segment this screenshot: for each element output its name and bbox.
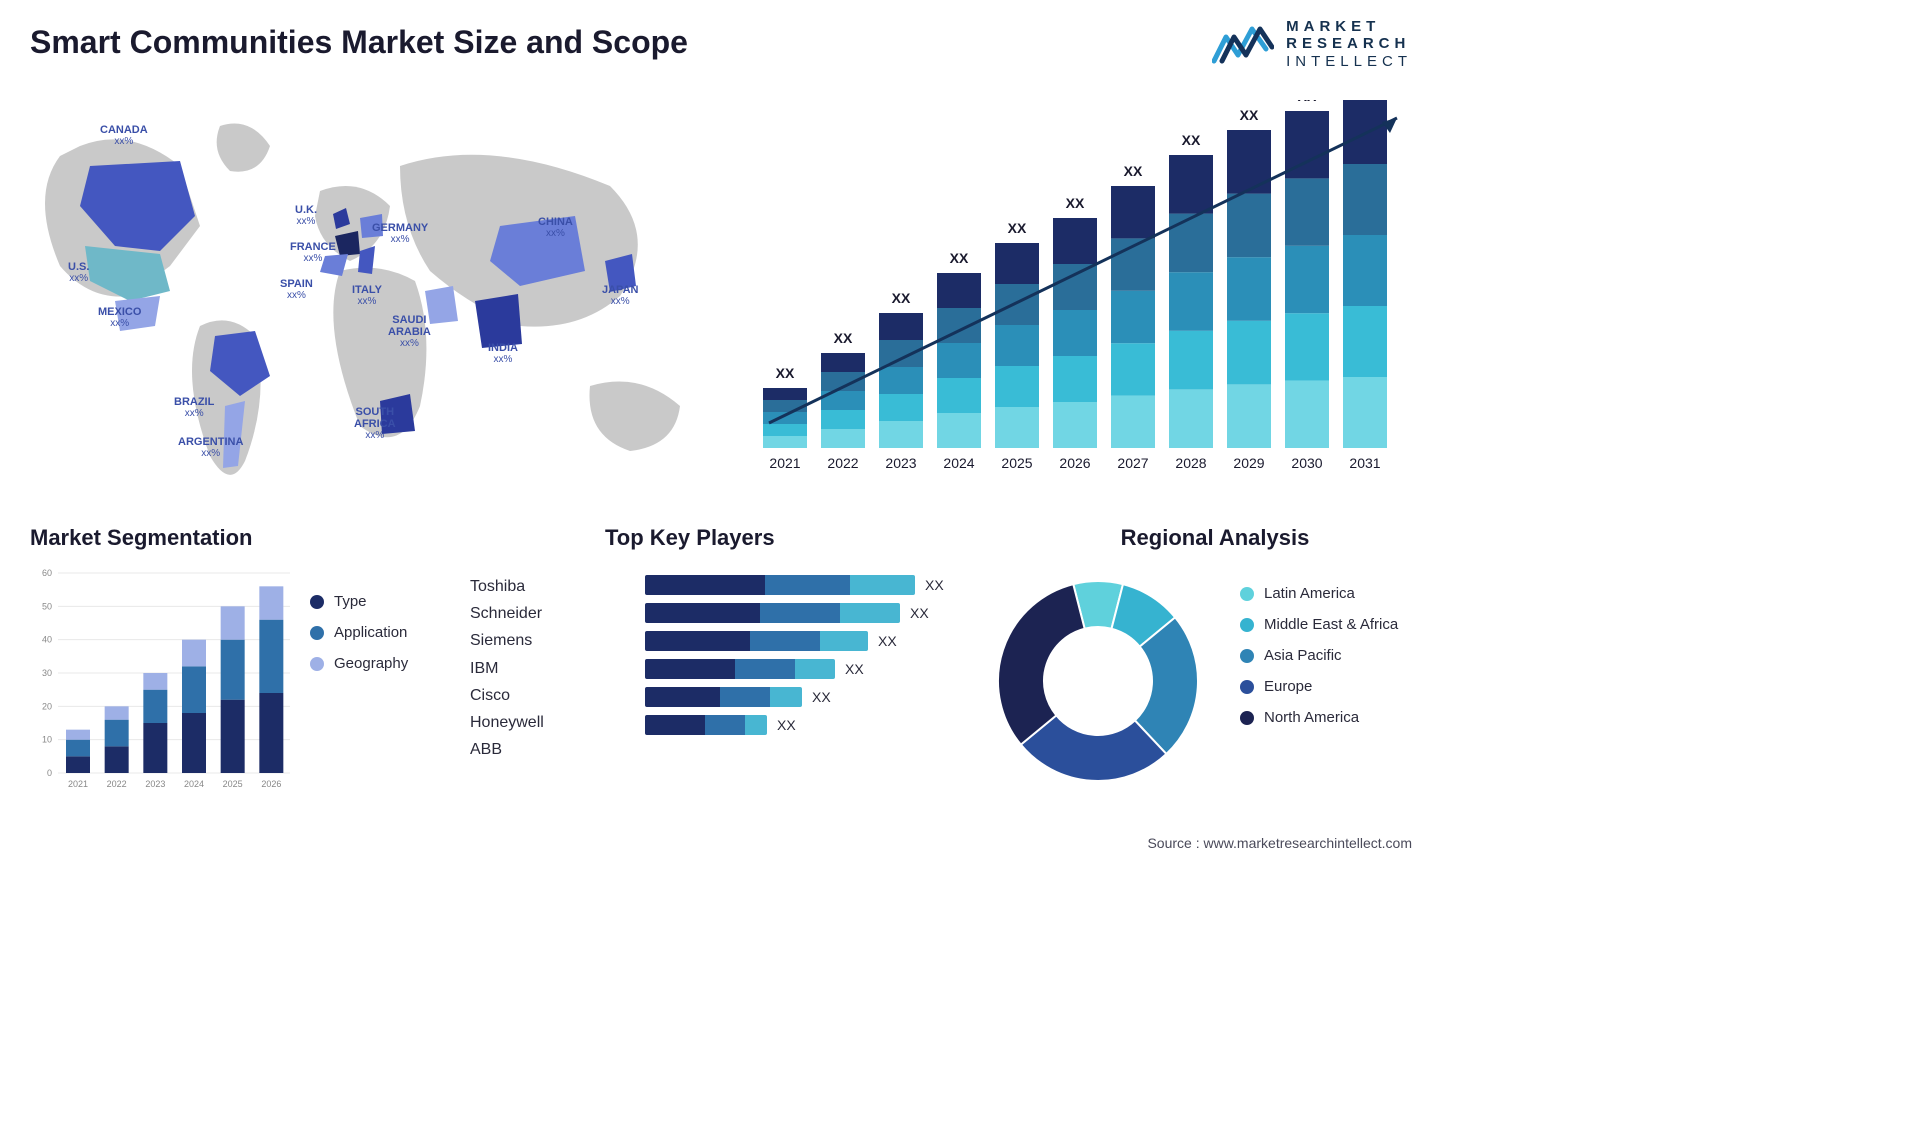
svg-text:XX: XX	[950, 250, 969, 266]
regional-donut	[988, 571, 1208, 791]
player-name: IBM	[470, 655, 544, 682]
logo-text: MARKET RESEARCH INTELLECT	[1286, 18, 1412, 70]
growth-bar-chart: XX 2021 XX 2022 XX 2023 XX 2024 XX 2025 XX 2026 XX 20…	[755, 100, 1415, 480]
keyplayers-heading: Top Key Players	[605, 525, 985, 551]
regional-heading: Regional Analysis	[1000, 525, 1430, 551]
svg-text:2021: 2021	[769, 455, 800, 471]
svg-text:0: 0	[47, 768, 52, 778]
brand-logo: MARKET RESEARCH INTELLECT	[1212, 18, 1412, 70]
svg-text:2022: 2022	[107, 779, 127, 789]
map-label-saudi-arabia: SAUDIARABIAxx%	[388, 314, 431, 349]
player-name: Toshiba	[470, 573, 544, 600]
map-label-south-africa: SOUTHAFRICAxx%	[354, 406, 396, 441]
svg-text:60: 60	[42, 568, 52, 578]
svg-text:2028: 2028	[1175, 455, 1206, 471]
segmentation-legend: Type Application Geography	[310, 593, 408, 686]
map-label-japan: JAPANxx%	[602, 284, 638, 307]
svg-text:2025: 2025	[223, 779, 243, 789]
keyplayers-panel: Top Key Players XX XX XX XX XX XX	[605, 525, 985, 795]
player-name: Schneider	[470, 600, 544, 627]
svg-text:30: 30	[42, 668, 52, 678]
svg-text:2023: 2023	[885, 455, 916, 471]
map-label-u-s-: U.S.xx%	[68, 261, 89, 284]
map-label-canada: CANADAxx%	[100, 124, 148, 147]
map-label-italy: ITALYxx%	[352, 284, 382, 307]
keyplayer-bar: XX	[645, 687, 965, 707]
svg-text:20: 20	[42, 701, 52, 711]
svg-text:2027: 2027	[1117, 455, 1148, 471]
svg-text:2030: 2030	[1291, 455, 1322, 471]
regional-panel: Regional Analysis Latin America Middle Ea…	[1000, 525, 1430, 795]
source-text: Source : www.marketresearchintellect.com	[1147, 835, 1412, 851]
svg-text:XX: XX	[1240, 107, 1259, 123]
legend-item: Application	[310, 624, 408, 641]
map-label-argentina: ARGENTINAxx%	[178, 436, 243, 459]
svg-text:XX: XX	[1066, 195, 1085, 211]
legend-item: Type	[310, 593, 408, 610]
player-name: Cisco	[470, 682, 544, 709]
logo-icon	[1212, 19, 1274, 69]
segmentation-heading: Market Segmentation	[30, 525, 570, 551]
keyplayer-bar: XX	[645, 603, 965, 623]
region-legend-item: North America	[1240, 709, 1398, 726]
region-legend-item: Latin America	[1240, 585, 1398, 602]
svg-text:50: 50	[42, 601, 52, 611]
svg-text:XX: XX	[1298, 100, 1317, 104]
map-label-china: CHINAxx%	[538, 216, 573, 239]
keyplayer-bar: XX	[645, 659, 965, 679]
svg-text:10: 10	[42, 735, 52, 745]
map-label-mexico: MEXICOxx%	[98, 306, 141, 329]
map-label-india: INDIAxx%	[488, 342, 518, 365]
svg-text:2024: 2024	[184, 779, 204, 789]
svg-text:XX: XX	[1124, 163, 1143, 179]
svg-text:2026: 2026	[1059, 455, 1090, 471]
region-legend-item: Europe	[1240, 678, 1398, 695]
map-label-germany: GERMANYxx%	[372, 222, 428, 245]
player-name: Siemens	[470, 627, 544, 654]
segmentation-chart: 0 10 20 30 40 50 60 2021 2022 2023 2024 2025 2026	[30, 565, 290, 795]
player-name: ABB	[470, 736, 544, 763]
player-list: ToshibaSchneiderSiemensIBMCiscoHoneywell…	[470, 573, 544, 763]
map-label-brazil: BRAZILxx%	[174, 396, 214, 419]
svg-text:2022: 2022	[827, 455, 858, 471]
region-legend-item: Middle East & Africa	[1240, 616, 1398, 633]
region-legend-item: Asia Pacific	[1240, 647, 1398, 664]
regional-legend: Latin America Middle East & Africa Asia Pa…	[1240, 585, 1398, 740]
svg-text:2025: 2025	[1001, 455, 1032, 471]
keyplayer-bar: XX	[645, 715, 965, 735]
segmentation-panel: Market Segmentation 0 10 20 30 40 50 60 2021 202…	[30, 525, 570, 795]
svg-text:XX: XX	[892, 290, 911, 306]
keyplayer-bar: XX	[645, 631, 965, 651]
svg-text:2024: 2024	[943, 455, 974, 471]
keyplayers-bars: XX XX XX XX XX XX	[645, 575, 965, 743]
svg-text:2021: 2021	[68, 779, 88, 789]
svg-text:XX: XX	[1008, 220, 1027, 236]
svg-text:2026: 2026	[261, 779, 281, 789]
map-label-spain: SPAINxx%	[280, 278, 313, 301]
world-map-panel: CANADAxx% U.S.xx% MEXICOxx% BRAZILxx% ARGENT…	[20, 96, 730, 496]
page-title: Smart Communities Market Size and Scope	[30, 24, 688, 61]
svg-text:2023: 2023	[145, 779, 165, 789]
map-label-france: FRANCExx%	[290, 241, 336, 264]
player-name: Honeywell	[470, 709, 544, 736]
keyplayer-bar: XX	[645, 575, 965, 595]
svg-text:40: 40	[42, 635, 52, 645]
svg-text:XX: XX	[1182, 132, 1201, 148]
svg-text:2031: 2031	[1349, 455, 1380, 471]
map-label-u-k-: U.K.xx%	[295, 204, 317, 227]
svg-text:XX: XX	[834, 330, 853, 346]
svg-text:2029: 2029	[1233, 455, 1264, 471]
legend-item: Geography	[310, 655, 408, 672]
svg-text:XX: XX	[776, 365, 795, 381]
